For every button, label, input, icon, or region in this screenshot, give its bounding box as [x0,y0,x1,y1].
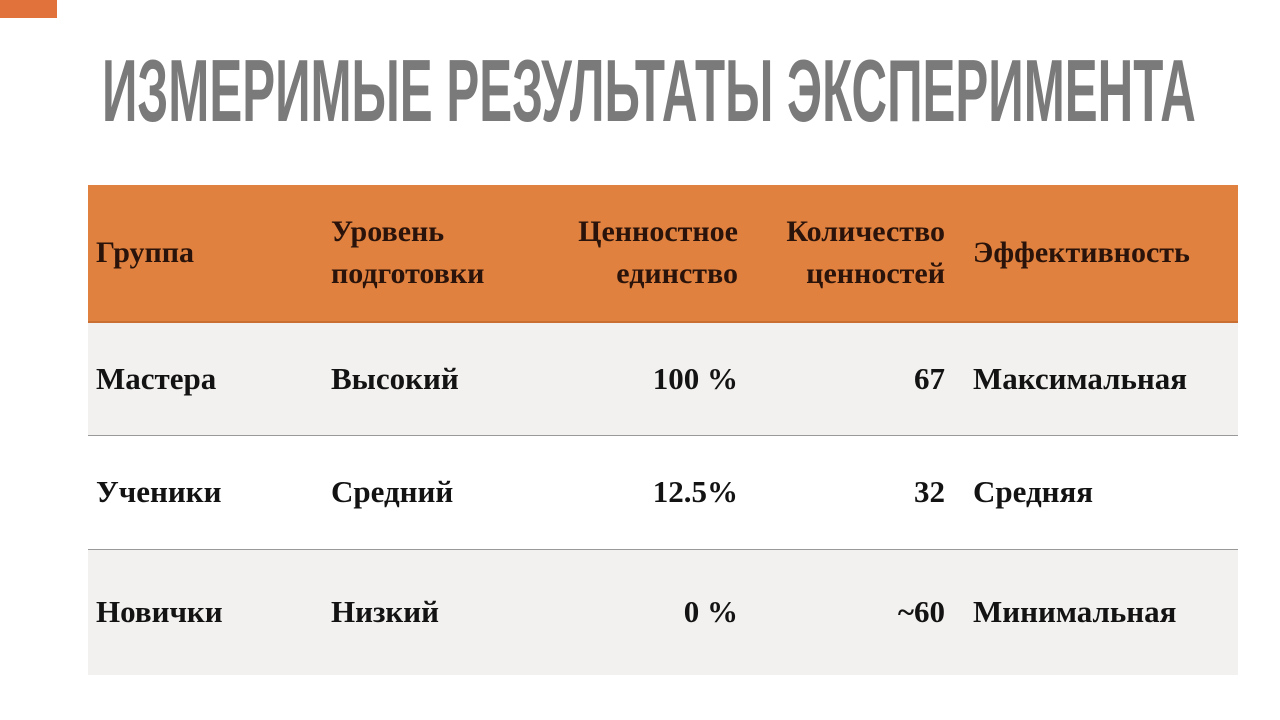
cell-training-level: Средний [323,434,519,549]
col-header-training-level: Уровень подготовки [323,185,519,323]
table-row-masters: Мастера Высокий 100 % 67 Максимальная [88,322,1238,435]
cell-group: Ученики [88,434,323,549]
cell-value-unity: 12.5% [519,434,747,549]
cell-effectiveness: Минимальная [954,548,1238,675]
cell-training-level: Высокий [331,360,459,396]
cell-group: Новички [88,548,323,675]
col-header-value-unity: Ценностное единство [519,185,747,323]
table-row-novices: Новички Низкий 0 % ~60 Минимальная [88,548,1238,675]
cell-values-count: 67 [914,360,945,396]
col-header-effectiveness: Эффективность [954,185,1238,323]
col-header-values-count: Количество ценностей [747,185,954,323]
cell-effectiveness: Максимальная [973,360,1188,396]
table-row-students: Ученики Средний 12.5% 32 Средняя [88,434,1238,549]
cell-training-level: Низкий [323,548,519,675]
cell-value-unity: 100 % [652,360,738,396]
col-header-group: Группа [88,185,323,323]
cell-value-unity: 0 % [519,548,747,675]
cell-effectiveness: Средняя [954,434,1238,549]
cell-values-count: 32 [747,434,954,549]
slide-corner-accent-mark [0,0,57,18]
slide-title: ИЗМЕРИМЫЕ РЕЗУЛЬТАТЫ ЭКСПЕРИМЕНТА [102,41,1196,140]
cell-values-count: ~60 [747,548,954,675]
cell-group: Мастера [96,360,217,396]
results-table: Группа Уровень подготовки Ценностное еди… [88,185,1238,675]
table-header-row: Группа Уровень подготовки Ценностное еди… [88,185,1238,323]
